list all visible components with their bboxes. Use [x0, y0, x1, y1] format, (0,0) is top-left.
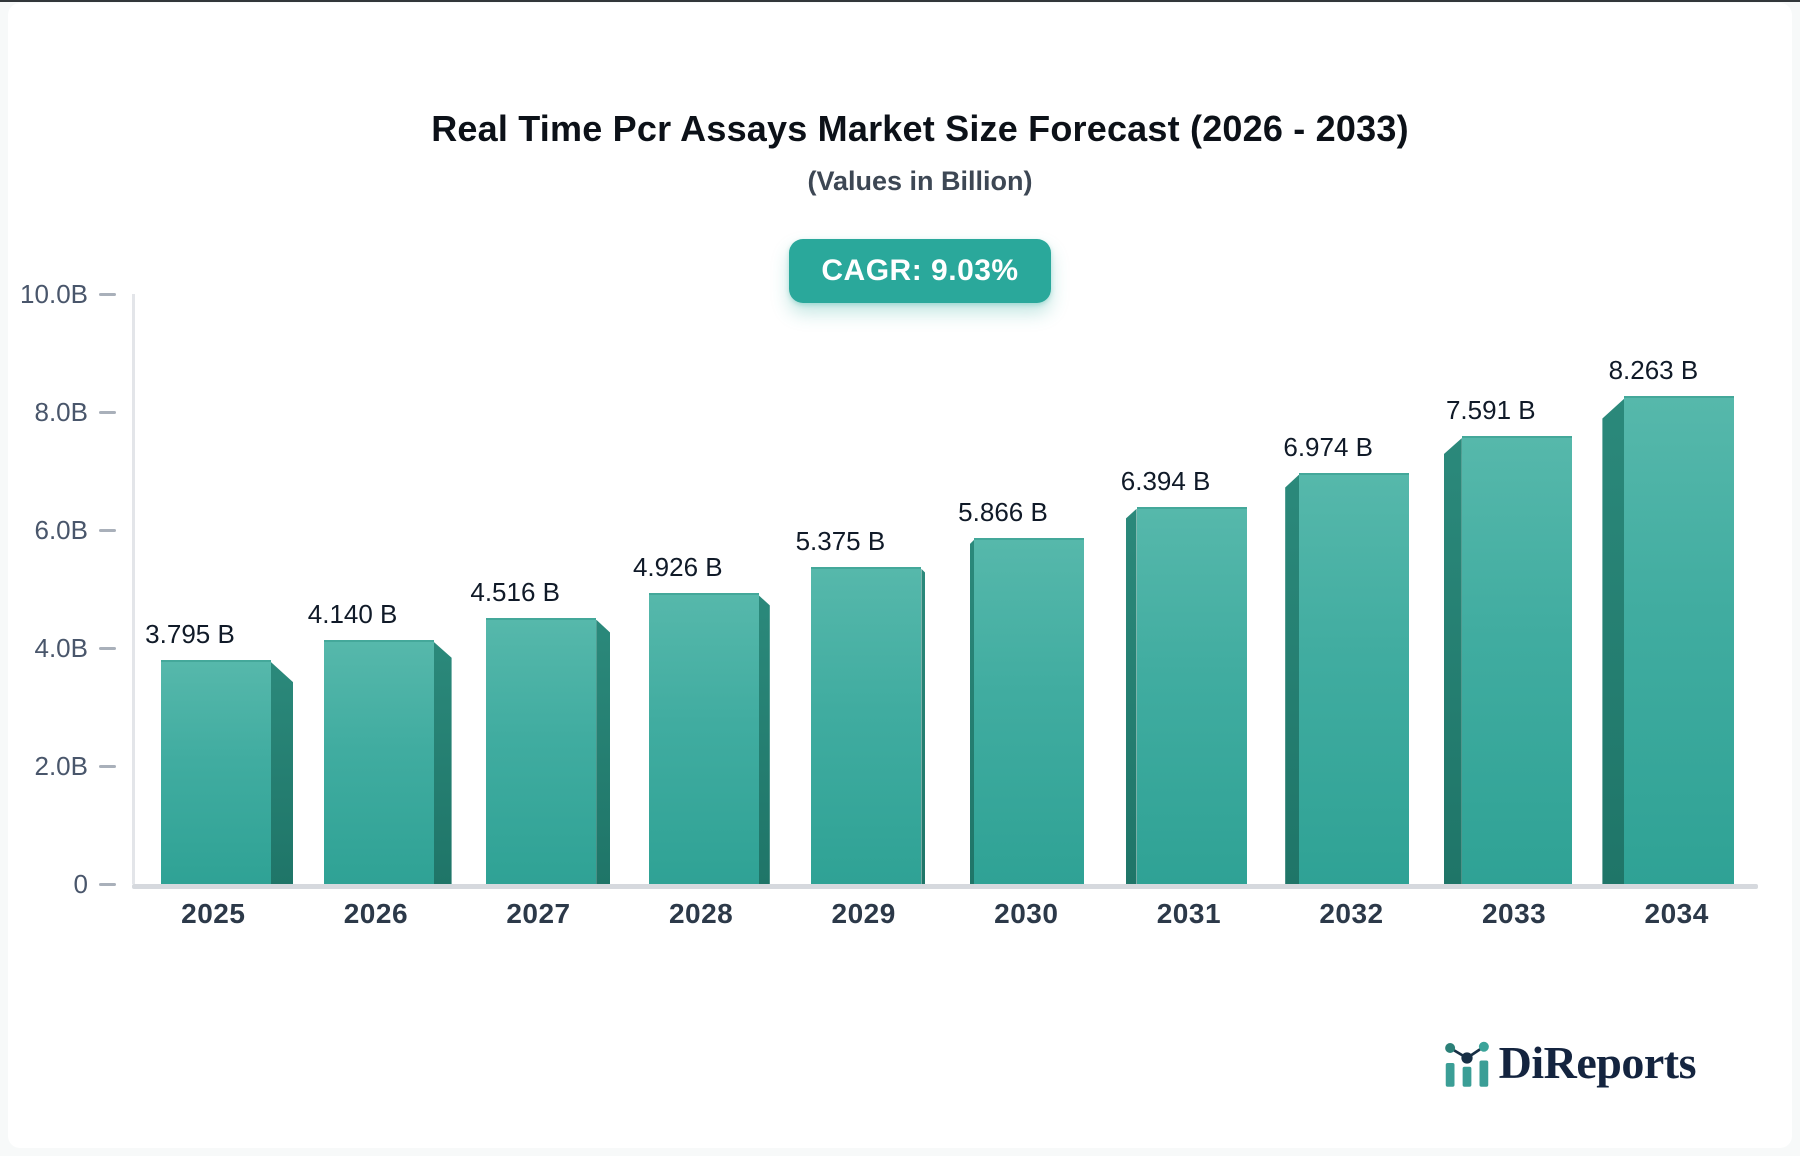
x-axis-label: 2030 [994, 898, 1059, 929]
y-axis-tick [99, 647, 116, 650]
bar-3d-side [1285, 474, 1300, 884]
y-axis-tick [99, 765, 116, 768]
logo-text: DiReports [1498, 1037, 1697, 1088]
y-axis-row: 0 [0, 871, 130, 897]
bar-3d-side [758, 595, 770, 884]
bar [970, 537, 1084, 884]
cagr-badge: CAGR: 9.03% [789, 239, 1051, 303]
chart-title: Real Time Pcr Assays Market Size Forecas… [431, 108, 1409, 149]
bar-3d-side [921, 568, 926, 884]
bar-value-label: 3.795 B [145, 619, 235, 650]
x-axis-label: 2026 [343, 898, 409, 929]
y-axis-row: 2.0B [0, 753, 130, 779]
bar-value-label: 6.394 B [1120, 465, 1211, 496]
bar-slot: 5.866 B [948, 294, 1111, 884]
bar-value-label: 5.866 B [958, 496, 1048, 527]
bar-3d-side [970, 539, 974, 884]
bar-slot: 5.375 B [785, 294, 948, 884]
x-axis-labels: 2025 2026 2027 2028 2029 2030 2031 2032 2033 2034 [132, 898, 1758, 938]
bar [1443, 436, 1572, 884]
y-axis-label: 6.0B [34, 515, 89, 545]
bar-slot: 6.974 B [1273, 294, 1436, 884]
y-axis-tick [99, 411, 116, 414]
y-axis-row: 8.0B [0, 399, 130, 425]
bar-value-label: 5.375 B [795, 525, 886, 556]
y-axis-label: 8.0B [34, 397, 89, 427]
chart-subtitle: (Values in Billion) [807, 166, 1033, 196]
plot-area: 3.795 B 4.140 B 4.516 B 4.926 B 5.375 B 5.866… [132, 294, 1758, 884]
x-axis-label: 2034 [1644, 898, 1709, 929]
bar-value-label: 8.263 B [1608, 355, 1699, 386]
bar [486, 617, 611, 884]
x-axis-label: 2033 [1481, 898, 1547, 929]
y-axis-tick [99, 293, 116, 296]
y-axis-label: 4.0B [34, 633, 89, 663]
bar [811, 566, 926, 884]
bar [323, 639, 452, 884]
bar [161, 660, 293, 884]
x-axis-label: 2031 [1156, 898, 1222, 929]
direports-logo[interactable]: DiReports [1443, 1036, 1697, 1089]
bar-slot: 6.394 B [1111, 294, 1274, 884]
bar-slot: 4.926 B [623, 294, 786, 884]
x-axis-baseline [132, 884, 1758, 889]
bar-3d-side [433, 641, 452, 884]
x-axis-label: 2025 [181, 898, 246, 929]
bar-3d-side [1443, 438, 1462, 884]
x-axis-label: 2032 [1319, 898, 1384, 929]
bar-value-label: 4.140 B [307, 598, 398, 629]
bar-value-label: 4.926 B [632, 552, 723, 583]
bar [648, 593, 770, 884]
y-axis-label: 10.0B [20, 279, 88, 309]
bar-3d-side [271, 662, 293, 884]
window-top-border [0, 0, 1800, 2]
y-axis-label: 2.0B [34, 751, 89, 781]
bar [1285, 472, 1410, 884]
y-axis-label: 0 [73, 869, 88, 899]
bar-slot: 3.795 B [135, 294, 298, 884]
x-axis-label: 2027 [506, 898, 571, 929]
chart-header: Real Time Pcr Assays Market Size Forecas… [40, 108, 1800, 303]
bar-slot: 4.516 B [460, 294, 623, 884]
bar-value-label: 7.591 B [1445, 395, 1536, 426]
bar-chart-with-trend-dots-icon [1444, 1041, 1489, 1087]
y-axis-row: 4.0B [0, 635, 130, 661]
bar-3d-side [1602, 398, 1625, 884]
bar-3d-side [596, 619, 611, 884]
bar [1602, 396, 1735, 884]
bar-3d-side [1125, 508, 1137, 884]
bar-slot: 4.140 B [298, 294, 461, 884]
y-axis-tick [99, 529, 116, 532]
bar-value-label: 4.516 B [470, 576, 560, 607]
x-axis-label: 2028 [668, 898, 734, 929]
x-axis-label: 2029 [831, 898, 896, 929]
y-axis-row: 6.0B [0, 517, 130, 543]
y-axis-tick [99, 883, 116, 886]
bar-slot: 7.591 B [1436, 294, 1599, 884]
bar-value-label: 6.974 B [1283, 431, 1373, 462]
bar [1125, 506, 1247, 884]
bar-slot: 8.263 B [1598, 294, 1761, 884]
y-axis-row: 10.0B [0, 281, 130, 307]
